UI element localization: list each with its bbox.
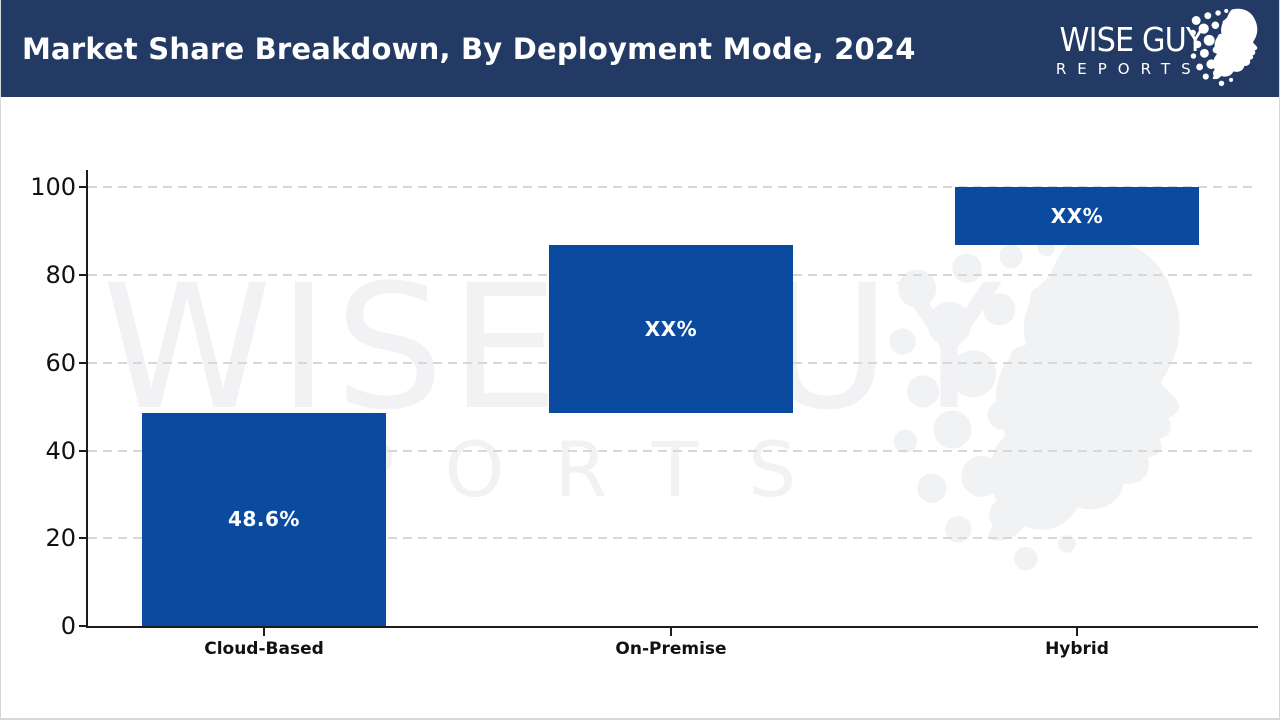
brand-wordmark: WISE GUY REPORTS: [1047, 19, 1205, 78]
bar-hybrid: XX%: [955, 187, 1199, 246]
y-axis-line: [86, 170, 88, 628]
y-tick: [79, 449, 88, 452]
x-category-label: Cloud-Based: [204, 639, 324, 659]
x-tick: [1076, 628, 1078, 636]
chart-title: Market Share Breakdown, By Deployment Mo…: [22, 31, 916, 66]
bar-label: 48.6%: [228, 507, 300, 532]
x-axis-line: [86, 626, 1258, 628]
header: Market Share Breakdown, By Deployment Mo…: [0, 0, 1280, 97]
y-tick: [79, 186, 88, 189]
x-category-label: On-Premise: [615, 639, 727, 659]
y-tick-label: 100: [30, 173, 76, 202]
x-category-label: Hybrid: [1045, 639, 1109, 659]
y-tick-label: 60: [45, 348, 76, 377]
brand-subname: REPORTS: [1055, 59, 1202, 78]
y-tick-label: 40: [45, 436, 76, 465]
bar-label: XX%: [644, 316, 698, 341]
x-tick: [670, 628, 672, 636]
y-tick: [79, 274, 88, 276]
y-tick-label: 80: [45, 261, 76, 289]
brand-logo: WISE GUY REPORTS: [1047, 4, 1270, 93]
bar-on-premise: XX%: [549, 245, 793, 413]
y-tick: [79, 361, 88, 364]
y-tick-label: 0: [60, 612, 76, 640]
gridline: [88, 449, 1258, 452]
gridline: [88, 186, 1258, 189]
y-tick-label: 20: [45, 524, 76, 553]
bar-cloud-based: 48.6%: [142, 412, 386, 626]
brand-name: WISE GUY: [1059, 19, 1205, 59]
gridline: [88, 537, 1258, 540]
x-tick: [263, 628, 265, 636]
y-tick: [79, 537, 88, 540]
bar-label: XX%: [1050, 204, 1104, 229]
y-tick: [79, 625, 88, 627]
